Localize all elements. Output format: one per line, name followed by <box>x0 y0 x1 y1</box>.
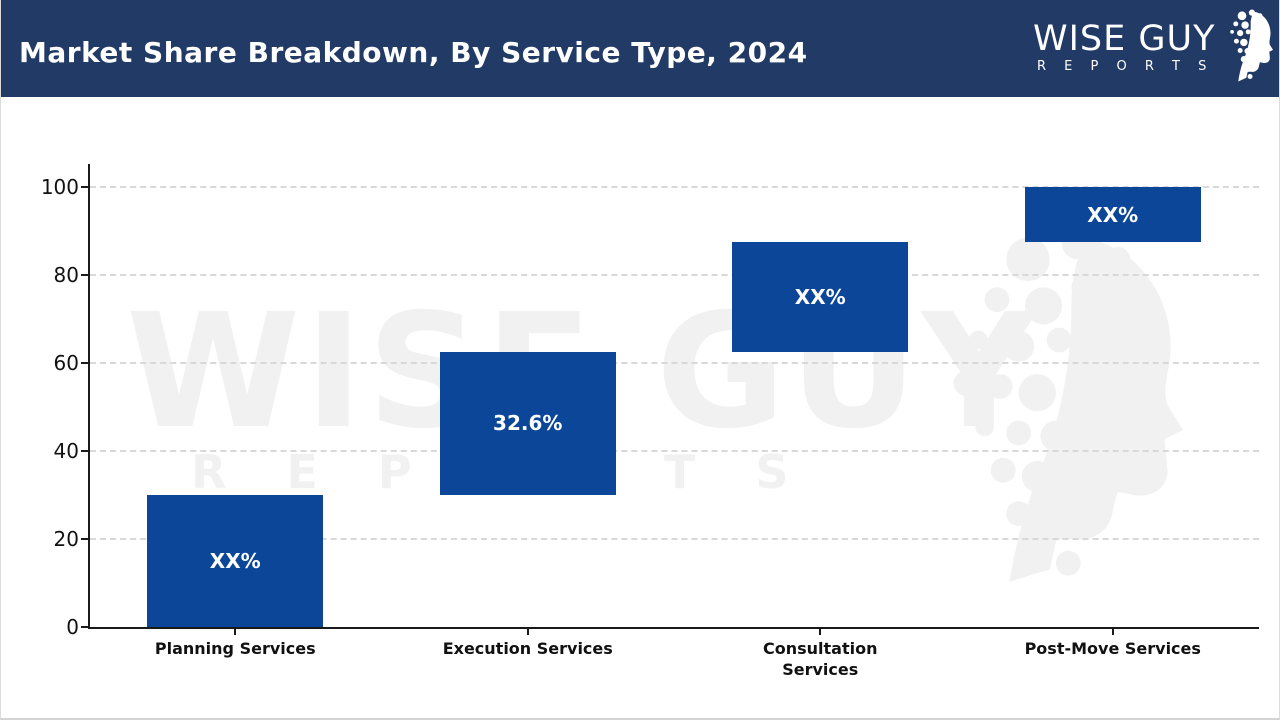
bar-value-label: XX% <box>209 549 261 573</box>
x-tick-planning-services <box>234 627 237 635</box>
bar-execution-services: 32.6% <box>439 351 616 495</box>
y-tick-label-0: 0 <box>66 615 79 639</box>
gridline-40 <box>90 450 1259 452</box>
bar-consultation-services: XX% <box>732 242 909 352</box>
bar-planning-services: XX% <box>147 495 324 627</box>
page-title: Market Share Breakdown, By Service Type,… <box>19 36 808 69</box>
gridline-60 <box>90 362 1259 364</box>
bar-post-move-services: XX% <box>1024 187 1201 243</box>
y-axis-spine <box>88 164 90 628</box>
y-tick-20 <box>81 538 89 540</box>
y-tick-60 <box>81 362 89 364</box>
watermark-head-graphic <box>953 228 1183 582</box>
x-axis-spine <box>88 627 1259 629</box>
x-tick-post-move-services <box>1111 627 1114 635</box>
bar-value-label: XX% <box>1087 202 1139 227</box>
category-label-consultation-services: Consultation Services <box>763 639 878 679</box>
header-banner: Market Share Breakdown, By Service Type,… <box>1 0 1279 97</box>
y-tick-label-40: 40 <box>53 439 79 463</box>
x-tick-execution-services <box>526 627 529 635</box>
y-tick-100 <box>81 186 89 188</box>
gridline-20 <box>90 538 1259 540</box>
category-label-post-move-services: Post-Move Services <box>1024 639 1201 658</box>
category-label-planning-services: Planning Services <box>154 639 316 658</box>
y-tick-80 <box>81 274 89 276</box>
y-tick-0 <box>81 626 89 628</box>
y-tick-label-80: 80 <box>53 263 79 287</box>
brand-logo-text: WISE GUY R E P O R T S <box>1033 19 1216 75</box>
dotted-head-icon <box>1230 9 1273 82</box>
gridline-100 <box>90 186 1259 188</box>
bar-value-label: 32.6% <box>493 411 563 436</box>
category-label-execution-services: Execution Services <box>442 639 613 658</box>
x-tick-consultation-services <box>819 627 822 635</box>
brand-logo: WISE GUY R E P O R T S <box>1033 6 1273 92</box>
brand-subname: R E P O R T S <box>1037 59 1214 74</box>
y-tick-label-20: 20 <box>53 527 79 551</box>
bar-value-label: XX% <box>794 284 846 309</box>
gridline-80 <box>90 274 1259 276</box>
y-tick-40 <box>81 450 89 452</box>
y-tick-label-100: 100 <box>40 175 79 199</box>
brand-name: WISE GUY <box>1033 19 1216 59</box>
y-tick-label-60: 60 <box>53 351 79 375</box>
